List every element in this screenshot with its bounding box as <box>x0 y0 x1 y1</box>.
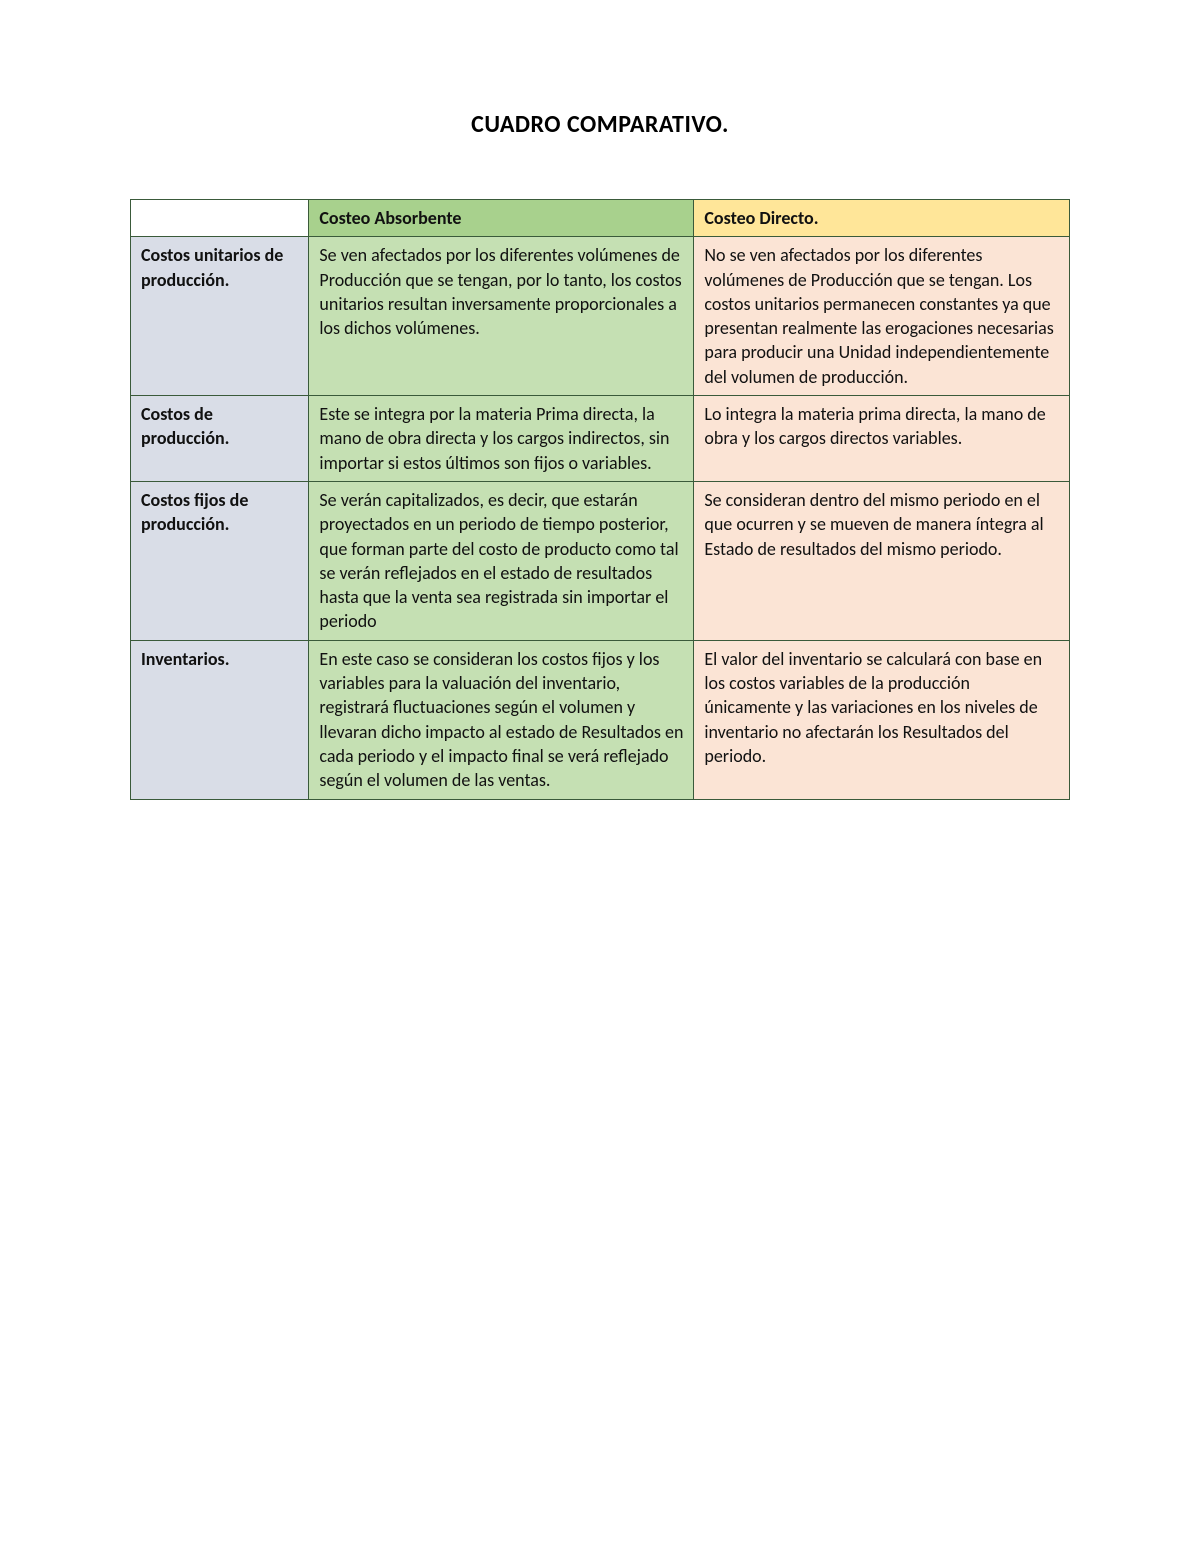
table-row: Costos unitarios de producción. Se ven a… <box>131 237 1070 396</box>
table-row: Costos de producción. Este se integra po… <box>131 396 1070 482</box>
document-page: CUADRO COMPARATIVO. Costeo Absorbente Co… <box>0 0 1200 800</box>
cell-col1: En este caso se consideran los costos fi… <box>309 640 694 799</box>
header-col1: Costeo Absorbente <box>309 200 694 237</box>
cell-col2: El valor del inventario se calculará con… <box>694 640 1070 799</box>
cell-col2: Lo integra la materia prima directa, la … <box>694 396 1070 482</box>
header-col2: Costeo Directo. <box>694 200 1070 237</box>
row-label: Inventarios. <box>131 640 309 799</box>
row-label: Costos de producción. <box>131 396 309 482</box>
cell-col1: Se ven afectados por los diferentes volú… <box>309 237 694 396</box>
cell-col2: Se consideran dentro del mismo periodo e… <box>694 481 1070 640</box>
header-blank-cell <box>131 200 309 237</box>
table-row: Inventarios. En este caso se consideran … <box>131 640 1070 799</box>
comparison-table: Costeo Absorbente Costeo Directo. Costos… <box>130 199 1070 800</box>
cell-col2: No se ven afectados por los diferentes v… <box>694 237 1070 396</box>
table-row: Costos fijos de producción. Se verán cap… <box>131 481 1070 640</box>
cell-col1: Este se integra por la materia Prima dir… <box>309 396 694 482</box>
cell-col1: Se verán capitalizados, es decir, que es… <box>309 481 694 640</box>
row-label: Costos fijos de producción. <box>131 481 309 640</box>
table-header-row: Costeo Absorbente Costeo Directo. <box>131 200 1070 237</box>
row-label: Costos unitarios de producción. <box>131 237 309 396</box>
page-title: CUADRO COMPARATIVO. <box>130 110 1070 139</box>
